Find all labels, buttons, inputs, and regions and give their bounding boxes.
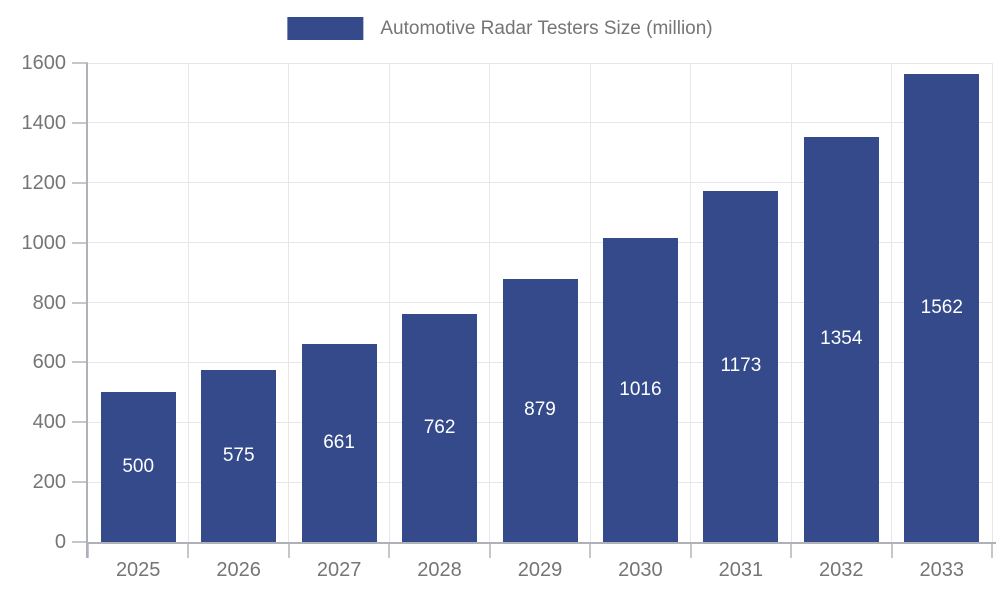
- gridline-vertical: [288, 63, 290, 542]
- x-axis-tick: [87, 542, 89, 558]
- gridline-horizontal: [88, 182, 992, 184]
- bar-value-label: 879: [524, 399, 556, 421]
- gridline-vertical: [388, 63, 390, 542]
- gridline-horizontal: [88, 122, 992, 124]
- bar: 1173: [703, 190, 779, 542]
- bar-value-label: 661: [323, 432, 355, 454]
- gridline-vertical: [187, 63, 189, 542]
- y-axis-tick-label: 600: [32, 351, 66, 374]
- bar: 575: [201, 369, 277, 542]
- gridline-horizontal: [88, 62, 992, 64]
- gridline-vertical: [891, 63, 893, 542]
- x-axis-line: [86, 542, 996, 544]
- x-axis-tick-label: 2033: [919, 559, 965, 581]
- x-axis-tick-label: 2026: [216, 559, 261, 581]
- gridline-vertical: [991, 63, 993, 542]
- y-axis-tick: [72, 541, 88, 543]
- y-axis-tick-label: 800: [32, 291, 66, 314]
- bar: 1354: [803, 136, 879, 542]
- y-axis-tick: [72, 241, 88, 244]
- x-axis-tick: [388, 542, 391, 558]
- y-axis-tick-label: 1600: [21, 52, 67, 74]
- bar: 500: [100, 392, 176, 542]
- y-axis-tick: [72, 481, 88, 484]
- x-axis-tick: [287, 542, 290, 558]
- x-axis-tick: [790, 542, 793, 558]
- gridline-vertical: [690, 63, 692, 542]
- bar-value-label: 500: [122, 456, 155, 478]
- x-axis-tick-label: 2028: [417, 559, 462, 581]
- y-axis-tick-label: 1000: [21, 231, 67, 254]
- x-axis-tick-label: 2031: [718, 559, 764, 581]
- y-axis-tick: [72, 181, 88, 184]
- y-axis-tick: [72, 121, 88, 124]
- y-axis-line: [86, 63, 88, 558]
- bar-value-label: 575: [222, 444, 255, 466]
- bar-value-label: 1016: [619, 378, 662, 400]
- bar-value-label: 762: [423, 416, 456, 438]
- bar: 661: [301, 344, 377, 542]
- y-axis-tick-label: 400: [32, 411, 66, 434]
- bar: 1016: [602, 237, 678, 542]
- bar: 879: [502, 278, 578, 542]
- x-axis-tick: [689, 542, 692, 558]
- bar-value-label: 1562: [920, 297, 963, 319]
- y-axis-tick: [72, 301, 88, 304]
- x-axis-tick-label: 2025: [115, 559, 161, 581]
- bar-value-label: 1354: [820, 328, 863, 350]
- legend-swatch: [287, 17, 364, 40]
- x-axis-tick: [890, 542, 893, 558]
- y-axis-tick: [72, 361, 88, 364]
- y-axis-tick-label: 1400: [21, 111, 67, 134]
- x-axis-tick: [589, 542, 592, 558]
- bar: 762: [402, 313, 478, 542]
- x-axis-tick: [187, 542, 190, 558]
- x-axis-tick: [991, 542, 993, 558]
- x-axis-tick-label: 2027: [316, 559, 362, 581]
- bar: 1562: [904, 74, 980, 542]
- bar-value-label: 1173: [720, 355, 762, 377]
- y-axis-tick: [72, 421, 88, 424]
- y-axis-tick-label: 200: [32, 471, 66, 494]
- x-axis-tick-label: 2029: [517, 559, 563, 581]
- gridline-vertical: [489, 63, 491, 542]
- y-axis-tick-label: 0: [54, 531, 66, 553]
- y-axis-tick: [72, 62, 88, 64]
- x-axis-tick: [488, 542, 491, 558]
- gridline-horizontal: [88, 242, 992, 244]
- x-axis-tick-label: 2032: [819, 559, 864, 581]
- chart-legend[interactable]: Automotive Radar Testers Size (million): [287, 17, 713, 40]
- gridline-vertical: [589, 63, 591, 542]
- gridline-vertical: [790, 63, 792, 542]
- x-axis-tick-label: 2030: [618, 559, 663, 581]
- y-axis-tick-label: 1200: [21, 171, 67, 194]
- legend-label: Automotive Radar Testers Size (million): [380, 17, 713, 39]
- plot-area: 500 575 661 762 879 1016 1173 1354 1562: [88, 62, 993, 542]
